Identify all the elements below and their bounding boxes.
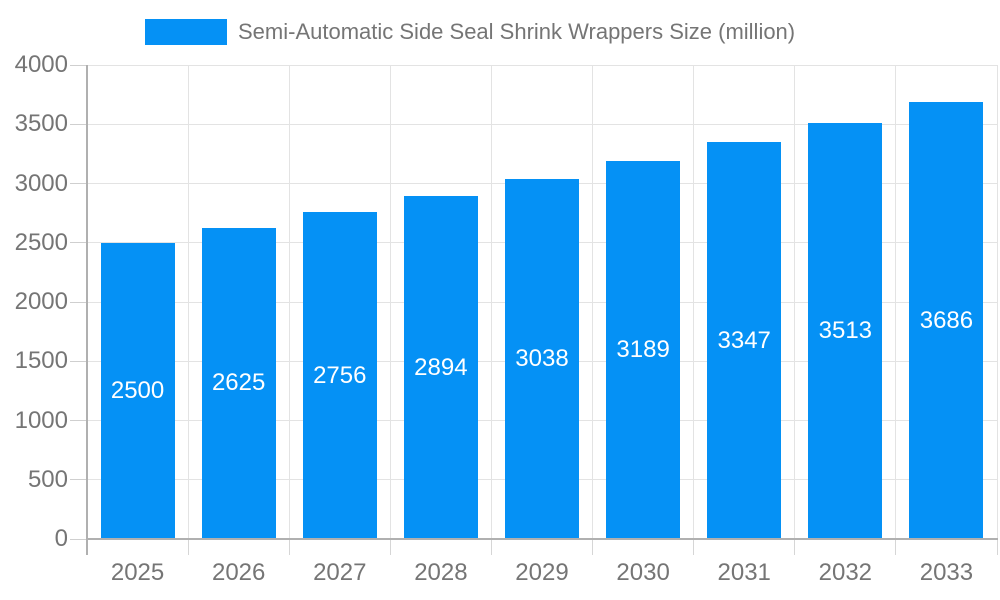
x-tick	[592, 539, 594, 555]
h-gridline	[87, 123, 997, 125]
y-axis-label: 0	[54, 525, 68, 552]
legend: Semi-Automatic Side Seal Shrink Wrappers…	[145, 19, 795, 45]
bar-value-label: 3347	[717, 326, 771, 354]
x-axis-line	[86, 538, 998, 540]
bar: 3189	[606, 161, 681, 539]
x-axis-label: 2032	[818, 559, 873, 586]
y-axis-label: 2500	[14, 228, 68, 256]
y-axis-label: 500	[27, 465, 68, 493]
x-tick	[288, 539, 290, 555]
y-axis-label: 1500	[14, 347, 68, 375]
v-gridline	[187, 65, 189, 539]
bar: 2756	[302, 212, 377, 539]
y-tick	[70, 183, 87, 184]
x-axis-label: 2027	[313, 559, 367, 586]
x-tick	[187, 539, 189, 555]
x-tick	[996, 539, 998, 555]
x-tick	[895, 539, 897, 555]
y-tick	[70, 242, 87, 244]
v-gridline	[794, 65, 796, 539]
bar: 2894	[403, 196, 478, 539]
x-axis-label: 2029	[515, 559, 569, 586]
v-gridline	[490, 65, 492, 539]
bar: 2500	[100, 242, 175, 539]
legend-swatch[interactable]	[145, 19, 227, 45]
y-axis-line	[86, 65, 88, 555]
bar-value-label: 2625	[211, 369, 266, 397]
x-tick	[389, 539, 391, 555]
bar-value-label: 3686	[919, 306, 974, 334]
x-tick	[490, 539, 492, 555]
x-tick	[794, 539, 796, 555]
x-axis-label: 2031	[717, 559, 771, 586]
y-tick	[70, 538, 87, 540]
y-tick	[70, 420, 87, 421]
y-tick	[70, 301, 87, 303]
v-gridline	[996, 65, 998, 539]
x-axis-label: 2026	[211, 559, 266, 586]
y-tick	[70, 479, 87, 481]
y-axis-label: 3000	[14, 169, 68, 197]
y-axis-label: 1000	[14, 406, 68, 434]
y-tick	[70, 64, 87, 66]
bar-value-label: 2756	[313, 361, 367, 389]
x-tick	[693, 539, 695, 555]
bar-value-label: 3038	[515, 344, 569, 372]
x-axis-label: 2025	[110, 559, 165, 586]
x-axis-label: 2028	[414, 559, 468, 586]
bar-value-label: 3513	[818, 316, 873, 344]
bar: 3347	[707, 142, 782, 539]
bar-value-label: 3189	[616, 336, 670, 364]
bar: 3686	[909, 102, 984, 539]
bar: 3513	[808, 122, 883, 539]
h-gridline	[87, 64, 997, 66]
y-tick	[70, 123, 87, 125]
v-gridline	[895, 65, 897, 539]
bar-value-label: 2500	[110, 376, 165, 404]
y-axis-label: 3500	[14, 110, 68, 138]
bar-value-label: 2894	[414, 353, 468, 381]
x-axis-label: 2033	[919, 559, 974, 586]
v-gridline	[288, 65, 290, 539]
x-axis-label: 2030	[616, 559, 670, 586]
y-axis-label: 2000	[14, 288, 68, 315]
v-gridline	[389, 65, 391, 539]
bar: 2625	[201, 227, 276, 539]
v-gridline	[592, 65, 594, 539]
legend-label[interactable]: Semi-Automatic Side Seal Shrink Wrappers…	[238, 19, 796, 44]
y-tick	[70, 360, 87, 362]
bar: 3038	[505, 178, 579, 539]
v-gridline	[693, 65, 695, 539]
y-axis-label: 4000	[14, 51, 68, 78]
